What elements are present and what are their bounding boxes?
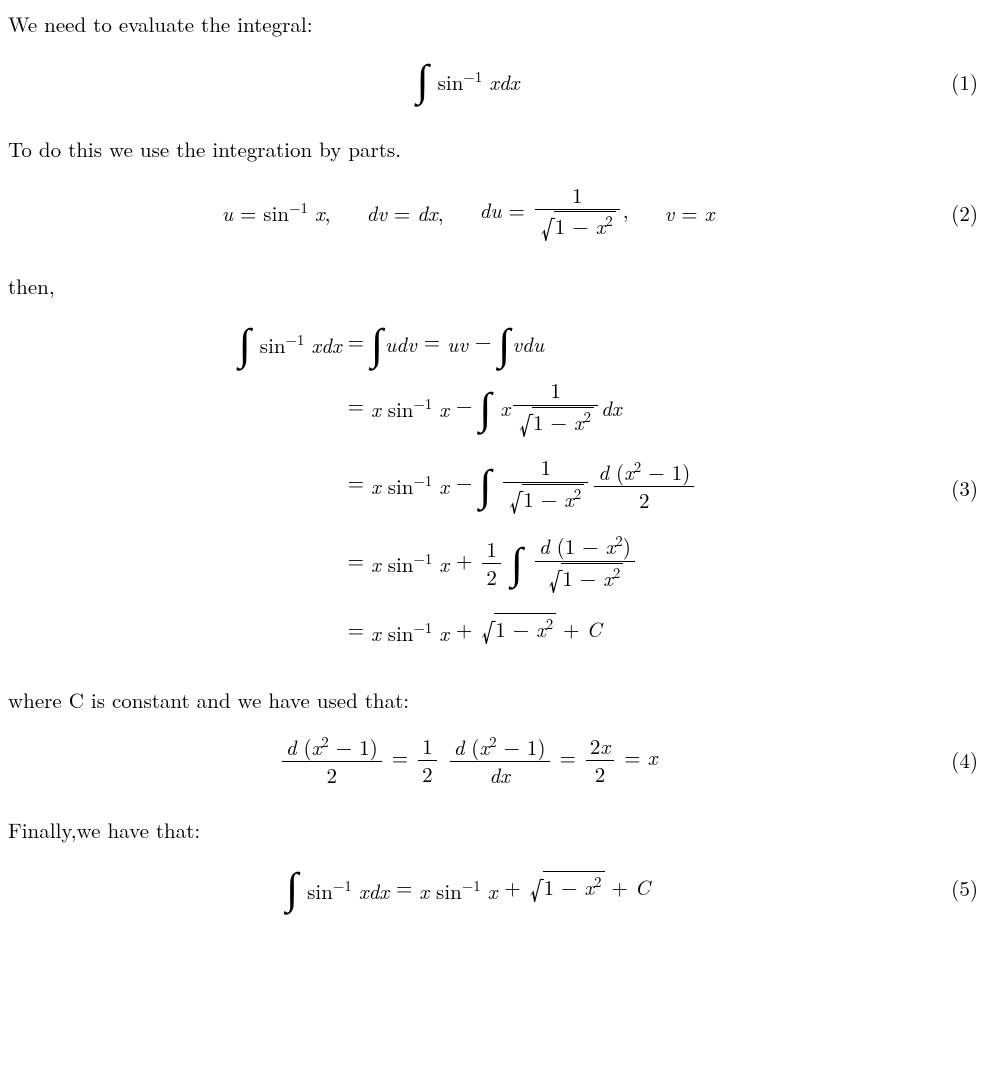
then-text: then,: [8, 272, 986, 301]
integral-icon: ∫: [286, 871, 298, 906]
equation-3-number: (3): [928, 474, 986, 503]
equation-4-body: d (x2 − 1) 2 = 12 d (x2 − 1) dx = 2x2 = …: [8, 733, 928, 788]
equation-4: d (x2 − 1) 2 = 12 d (x2 − 1) dx = 2x2 = …: [8, 733, 986, 788]
where-text: where C is constant and we have used tha…: [8, 686, 986, 715]
equation-3: ∫ sin−1 xdx = ∫udv = uv − ∫vdu = x sin−1…: [8, 319, 986, 657]
equation-1: ∫ sin−1 xdx (1): [8, 57, 986, 107]
intro-text: We need to evaluate the integral:: [8, 10, 986, 39]
equation-1-number: (1): [928, 68, 986, 97]
equation-5-body: ∫ sin−1 xdx = x sin−1 x + √1 − x2 + C: [8, 869, 928, 908]
equation-5: ∫ sin−1 xdx = x sin−1 x + √1 − x2 + C (5…: [8, 864, 986, 914]
equation-2-body: u = sin−1 x, dv = dx, du = 1 √1 − x2 , v…: [8, 183, 928, 244]
equation-2-number: (2): [928, 199, 986, 228]
integral-icon: ∫: [239, 327, 251, 362]
equation-4-number: (4): [928, 746, 986, 775]
equation-5-number: (5): [928, 874, 986, 903]
integral-icon: ∫: [371, 327, 383, 362]
method-text: To do this we use the integration by par…: [8, 135, 986, 164]
equation-1-body: ∫ sin−1 xdx: [8, 65, 928, 100]
integral-icon: ∫: [498, 327, 510, 362]
equation-3-body: ∫ sin−1 xdx = ∫udv = uv − ∫vdu = x sin−1…: [8, 319, 928, 657]
integral-icon: ∫: [417, 63, 429, 98]
integral-icon: ∫: [479, 468, 491, 503]
document-body: We need to evaluate the integral: ∫ sin−…: [0, 10, 994, 914]
integral-icon: ∫: [511, 546, 523, 581]
equation-2: u = sin−1 x, dv = dx, du = 1 √1 − x2 , v…: [8, 183, 986, 244]
finally-text: Finally,we have that:: [8, 816, 986, 845]
integral-icon: ∫: [479, 391, 491, 426]
